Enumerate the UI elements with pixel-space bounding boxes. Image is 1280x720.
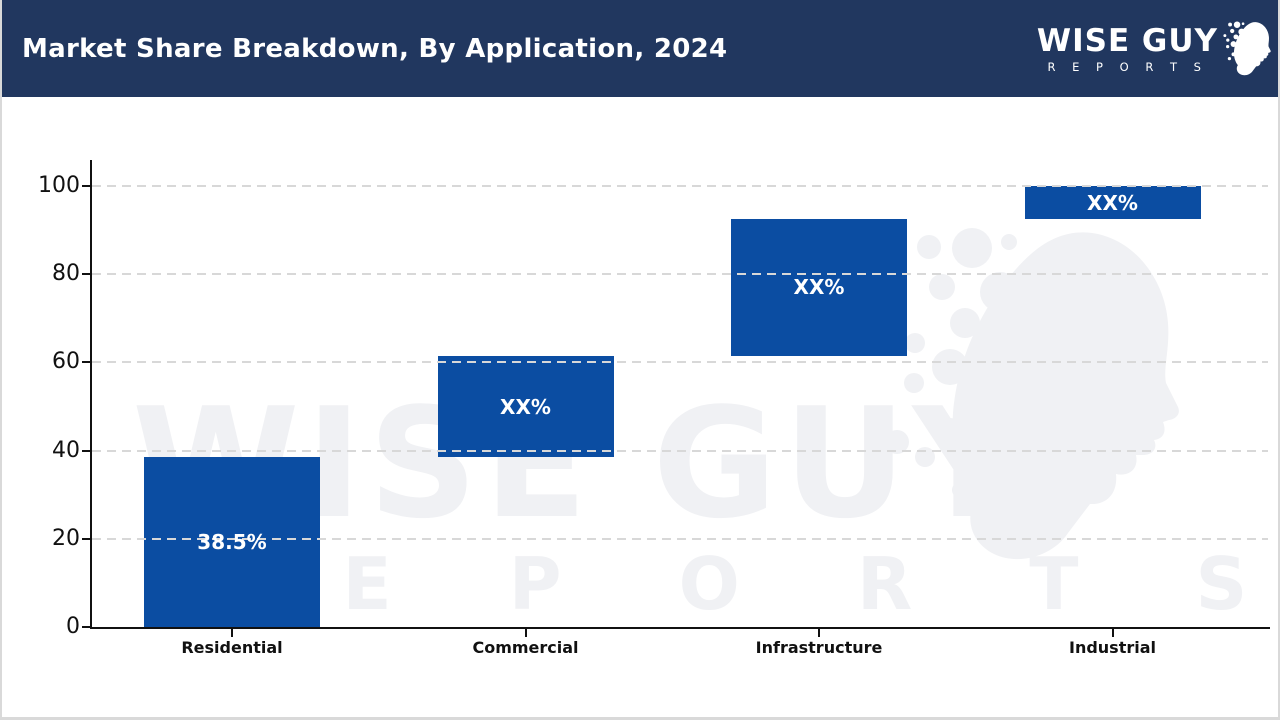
y-tick-label-80: 80 [52, 261, 80, 287]
logo-text: WISE GUY R E P O R T S [1037, 24, 1218, 74]
waterfall-chart: WISE GUY R E P O R T S 0 20 40 60 80 100 38.5%… [2, 97, 1280, 717]
y-tick-label-60: 60 [52, 349, 80, 375]
y-tick-label-40: 40 [52, 437, 80, 463]
gridline-100 [92, 185, 1268, 187]
x-tick-mark-industrial [1111, 629, 1114, 637]
x-tick-label-commercial: Commercial [472, 638, 579, 657]
x-tick-label-industrial: Industrial [1068, 638, 1156, 657]
y-tick-mark-0 [82, 626, 91, 628]
wise-guy-reports-logo: WISE GUY R E P O R T S [1037, 6, 1272, 92]
x-tick-mark-infrastructure [818, 629, 820, 637]
gridline-80 [92, 273, 1268, 276]
bar-infrastructure [731, 219, 907, 356]
bar-value-label-commercial: XX% [500, 394, 551, 419]
y-tick-mark-40 [82, 449, 91, 452]
y-tick-label-100: 100 [38, 173, 80, 198]
y-tick-mark-80 [82, 273, 91, 276]
watermark-subtitle: R E P O R T S [170, 542, 1280, 626]
x-tick-mark-residential [231, 629, 233, 637]
y-axis-line [90, 160, 92, 629]
x-tick-label-infrastructure: Infrastructure [755, 638, 883, 657]
y-tick-label-20: 20 [52, 525, 80, 551]
logo-subtitle: R E P O R T S [1047, 60, 1208, 75]
y-tick-mark-100 [82, 185, 91, 187]
page-title: Market Share Breakdown, By Application, … [22, 33, 728, 64]
y-tick-mark-20 [82, 537, 91, 540]
logo-head-icon [1223, 21, 1271, 76]
y-tick-mark-60 [82, 361, 91, 364]
watermark-head-icon [885, 228, 1179, 560]
bar-residential [144, 457, 320, 627]
y-tick-label-0: 0 [66, 614, 80, 639]
gridline-60 [92, 361, 1268, 364]
bar-value-label-industrial: XX% [1087, 190, 1138, 215]
x-tick-mark-commercial [524, 629, 527, 637]
gridline-40 [92, 449, 1268, 452]
bar-commercial [437, 355, 614, 458]
header-bar: Market Share Breakdown, By Application, … [2, 0, 1278, 97]
x-axis-line [90, 627, 1270, 629]
bar-industrial [1024, 186, 1201, 220]
bar-value-label-residential: 38.5% [197, 530, 267, 555]
x-tick-label-residential: Residential [181, 638, 283, 657]
bar-value-label-infrastructure: XX% [793, 275, 845, 300]
logo-wordmark: WISE GUY [1036, 22, 1218, 59]
gridline-20 [92, 537, 1268, 540]
